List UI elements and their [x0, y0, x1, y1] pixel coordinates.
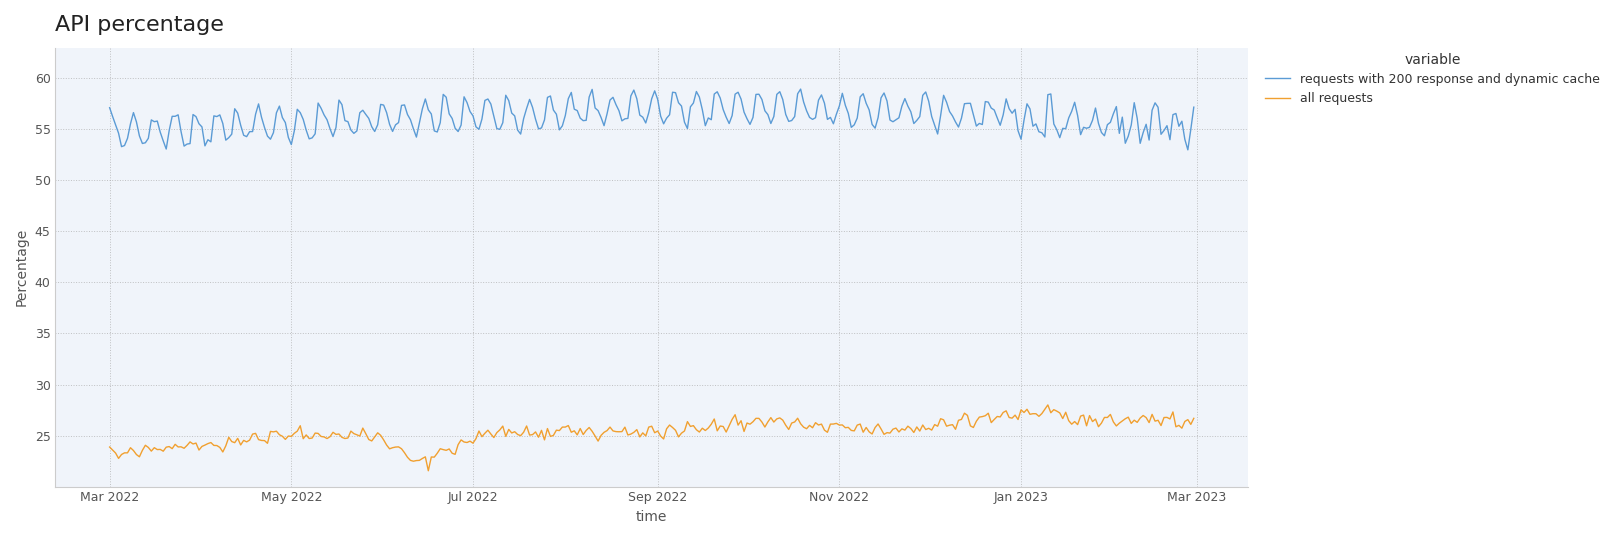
Line: all requests: all requests — [110, 405, 1194, 471]
Line: requests with 200 response and dynamic cache: requests with 200 response and dynamic c… — [110, 89, 1194, 150]
X-axis label: time: time — [637, 510, 667, 524]
Y-axis label: Percentage: Percentage — [14, 228, 29, 306]
Legend: requests with 200 response and dynamic cache, all requests: requests with 200 response and dynamic c… — [1259, 47, 1600, 110]
Text: API percentage: API percentage — [56, 15, 224, 35]
